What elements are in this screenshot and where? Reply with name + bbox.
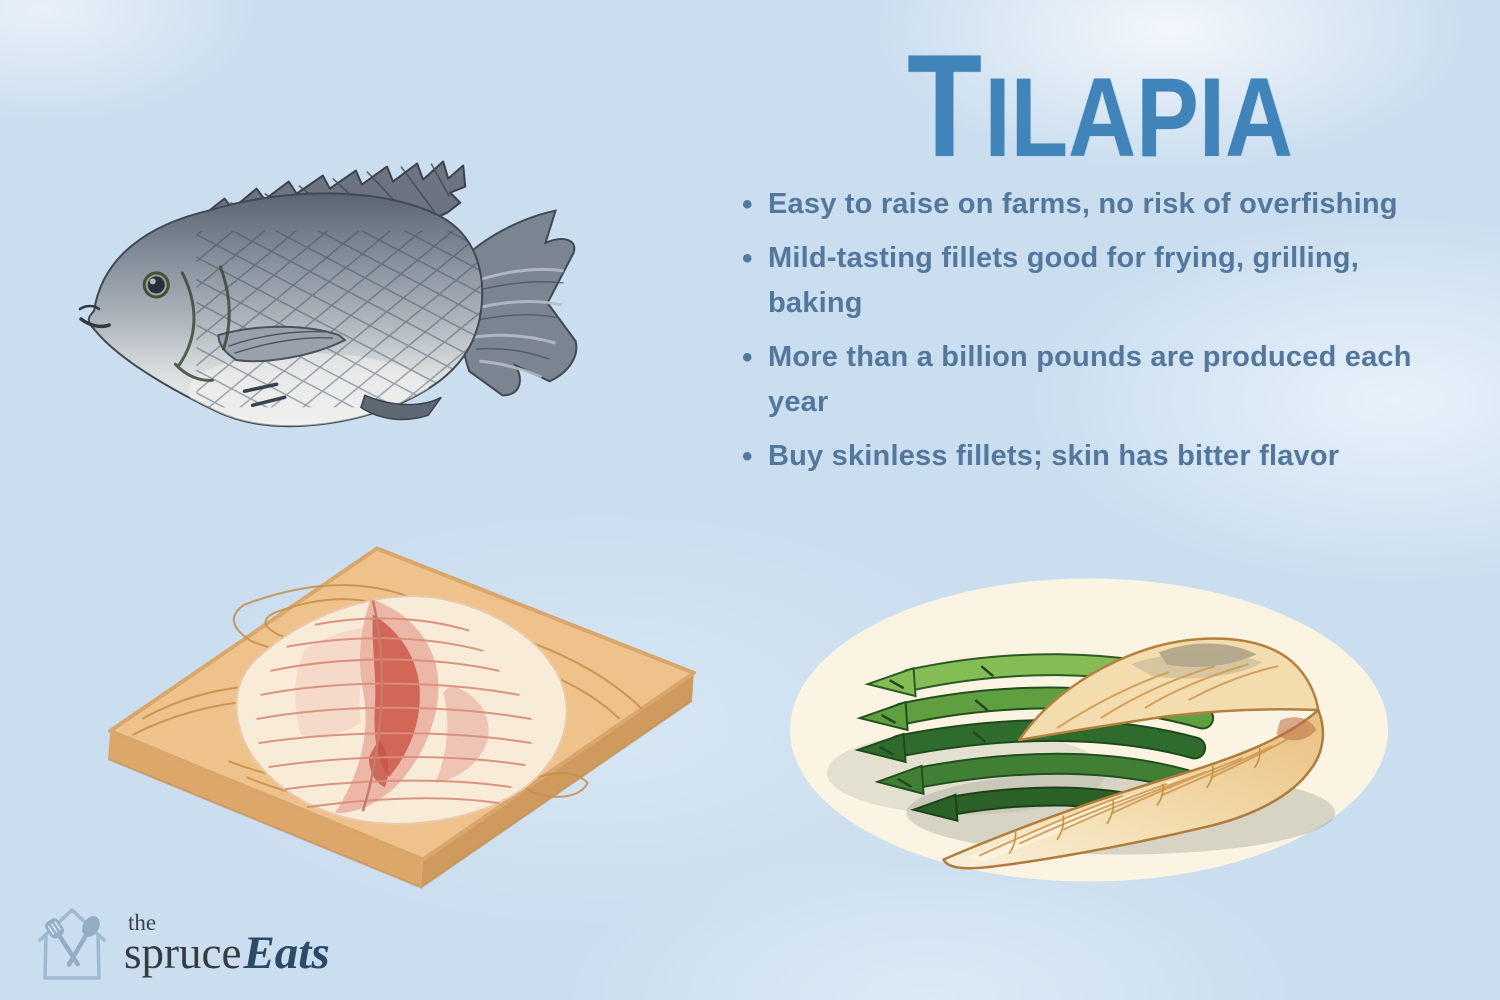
fact-item: Buy skinless fillets; skin has bitter fl…	[740, 434, 1500, 479]
raw-fillet-board-illustration	[107, 546, 696, 889]
spruce-eats-logo: the spruce Eats	[34, 902, 330, 986]
fact-text: Buy skinless fillets; skin has bitter fl…	[768, 440, 1340, 472]
tilapia-fish-illustration	[78, 160, 578, 428]
cooked-plate-illustration	[789, 578, 1389, 882]
brand-the: the	[128, 910, 157, 935]
brand-wordmark: the spruce Eats	[124, 902, 330, 980]
fact-item: Mild-tasting fillets good for frying, gr…	[740, 236, 1500, 326]
spoon-icon	[66, 916, 100, 967]
fact-text: Easy to raise on farms, no risk of overf…	[768, 188, 1398, 220]
page-title: Tilapia	[907, 24, 1293, 187]
spatula-icon	[45, 918, 80, 967]
house-utensils-icon	[38, 908, 106, 980]
fact-item: Easy to raise on farms, no risk of overf…	[740, 182, 1500, 227]
fact-text: Mild-tasting fillets good for frying, gr…	[768, 242, 1359, 319]
fact-text: More than a billion pounds are produced …	[768, 341, 1412, 418]
fact-item: More than a billion pounds are produced …	[740, 335, 1500, 425]
brand-eats: Eats	[243, 927, 330, 979]
brand-spruce: spruce	[124, 928, 242, 978]
fact-list: Easy to raise on farms, no risk of overf…	[740, 182, 1500, 488]
